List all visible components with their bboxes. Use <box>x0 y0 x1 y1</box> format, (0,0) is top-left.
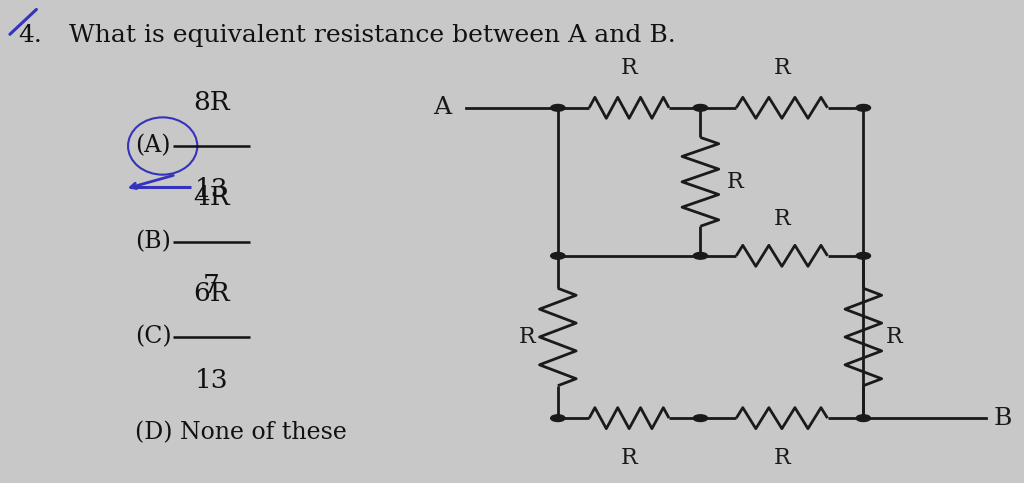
Circle shape <box>693 104 708 111</box>
Text: 4R: 4R <box>194 185 229 211</box>
Circle shape <box>693 415 708 422</box>
Circle shape <box>693 253 708 259</box>
Text: R: R <box>621 447 638 469</box>
Text: 7: 7 <box>203 272 220 298</box>
Circle shape <box>551 104 565 111</box>
Text: R: R <box>773 57 791 79</box>
Text: R: R <box>773 208 791 229</box>
Text: (B): (B) <box>135 230 171 253</box>
Text: A: A <box>433 96 451 119</box>
Circle shape <box>551 253 565 259</box>
Circle shape <box>856 253 870 259</box>
Text: 8R: 8R <box>194 90 229 115</box>
Text: 13: 13 <box>195 368 228 393</box>
Text: 6R: 6R <box>194 281 229 306</box>
Text: 4.: 4. <box>18 24 42 47</box>
Text: R: R <box>773 447 791 469</box>
Text: (D) None of these: (D) None of these <box>135 421 347 444</box>
Circle shape <box>856 415 870 422</box>
Text: R: R <box>621 57 638 79</box>
Text: R: R <box>727 171 743 193</box>
Text: R: R <box>519 326 536 348</box>
Text: R: R <box>886 326 902 348</box>
Circle shape <box>856 104 870 111</box>
Text: B: B <box>993 407 1012 430</box>
Text: What is equivalent resistance between A and B.: What is equivalent resistance between A … <box>69 24 676 47</box>
Text: (A): (A) <box>135 134 171 157</box>
Text: 13: 13 <box>195 177 228 202</box>
Circle shape <box>551 415 565 422</box>
Text: (C): (C) <box>135 326 172 349</box>
